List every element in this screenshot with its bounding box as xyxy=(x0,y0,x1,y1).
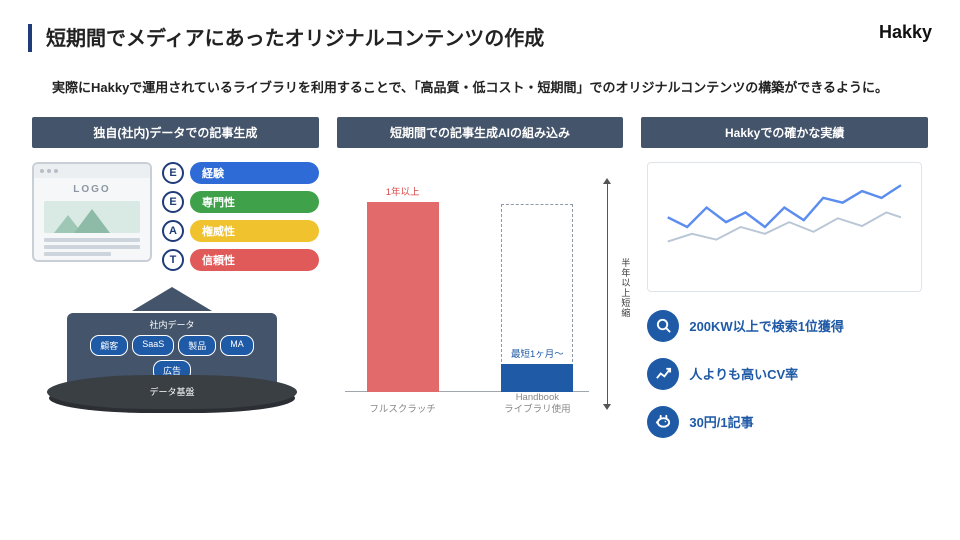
eeat-pill: 経験 xyxy=(190,162,319,184)
column-middle: 短期間での記事生成AIの組み込み 1年以上 最短1ヶ月～ フルスクラッチ Han… xyxy=(337,117,624,438)
col-right-header: Hakkyでの確かな実績 xyxy=(641,117,928,148)
eeat-letter-badge: T xyxy=(162,249,184,271)
column-right: Hakkyでの確かな実績 200KW以上で検索1位獲得人よりも高いCV率 30円/… xyxy=(641,117,928,438)
arrow-up-icon xyxy=(132,287,212,311)
subtitle: 実際にHakkyで運用されているライブラリを利用することで、「高品質・低コスト・… xyxy=(52,78,922,99)
stack-top-title: 社内データ xyxy=(73,318,271,331)
duration-delta-text: 半年以上短縮 xyxy=(619,258,632,318)
image-placeholder-icon xyxy=(44,201,140,233)
trend-icon xyxy=(647,358,679,390)
data-stack-diagram: 社内データ 顧客SaaS製品MA広告 データ基盤 xyxy=(32,287,312,417)
sparkline-chart-icon xyxy=(658,173,911,281)
xcat-1: フルスクラッチ xyxy=(367,404,439,416)
webpage-mock-icon: LOGO xyxy=(32,162,152,262)
sparkline-card xyxy=(647,162,922,292)
bar2-top-label: 最短1ヶ月～ xyxy=(501,346,573,360)
column-left: 独自(社内)データでの記事生成 LOGO E 経験 E 専門性 A 権威性 T 信頼性 社内デ… xyxy=(32,117,319,438)
eeat-pill: 権威性 xyxy=(190,220,319,242)
eeat-row: E 専門性 xyxy=(162,191,319,213)
platform-label: データ基盤 xyxy=(149,385,194,398)
achievement-row: 30円/1記事 xyxy=(647,406,922,438)
title-accent-bar xyxy=(28,24,32,52)
bar-fullscratch xyxy=(367,202,439,392)
achievement-text: 30円/1記事 xyxy=(689,412,753,431)
data-chip: MA xyxy=(220,335,254,356)
eeat-letter-badge: A xyxy=(162,220,184,242)
eeat-letter-badge: E xyxy=(162,162,184,184)
col-mid-header: 短期間での記事生成AIの組み込み xyxy=(337,117,624,148)
page-title: 短期間でメディアにあったオリジナルコンテンツの作成 xyxy=(46,22,879,51)
achievement-row: 人よりも高いCV率 xyxy=(647,358,922,390)
bar1-top-label: 1年以上 xyxy=(367,184,439,198)
achievement-list: 200KW以上で検索1位獲得人よりも高いCV率 30円/1記事 xyxy=(647,310,922,438)
data-chip: 顧客 xyxy=(90,335,128,356)
achievement-text: 人よりも高いCV率 xyxy=(689,364,798,383)
duration-delta-arrow: 半年以上短縮 xyxy=(599,178,615,438)
achievement-row: 200KW以上で検索1位獲得 xyxy=(647,310,922,342)
eeat-pill: 専門性 xyxy=(190,191,319,213)
eeat-row: E 経験 xyxy=(162,162,319,184)
eeat-list: E 経験 E 専門性 A 権威性 T 信頼性 xyxy=(162,162,319,271)
search-icon xyxy=(647,310,679,342)
eeat-pill: 信頼性 xyxy=(190,249,319,271)
xcat-2: Handbook ライブラリ使用 xyxy=(501,392,573,416)
eeat-row: A 権威性 xyxy=(162,220,319,242)
webcard-logo-text: LOGO xyxy=(34,184,150,195)
data-chip: 製品 xyxy=(178,335,216,356)
bar-handbook-solid xyxy=(501,364,573,392)
piggy-icon xyxy=(647,406,679,438)
eeat-row: T 信頼性 xyxy=(162,249,319,271)
col-left-header: 独自(社内)データでの記事生成 xyxy=(32,117,319,148)
brand-logo: Hakky xyxy=(879,22,932,43)
achievement-text: 200KW以上で検索1位獲得 xyxy=(689,316,844,335)
platform-base: データ基盤 xyxy=(47,375,297,409)
data-chip: SaaS xyxy=(132,335,174,356)
eeat-letter-badge: E xyxy=(162,191,184,213)
duration-bar-chart: 1年以上 最短1ヶ月～ フルスクラッチ Handbook ライブラリ使用 xyxy=(345,160,590,420)
